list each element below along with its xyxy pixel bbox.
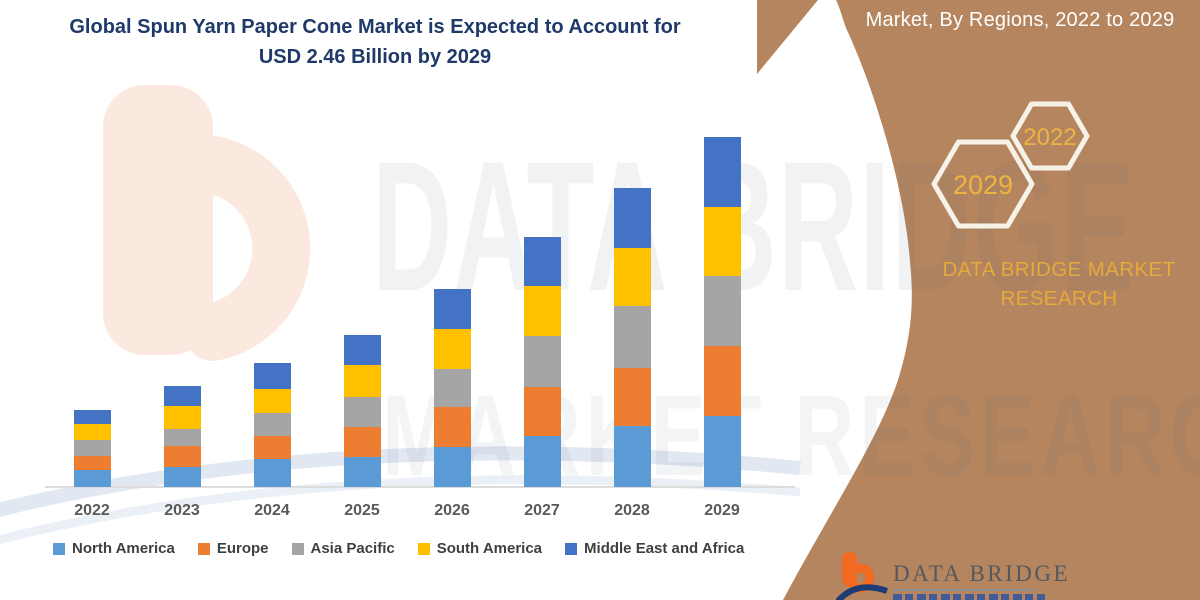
segment-europe-2027 — [523, 387, 561, 436]
chart-title-line1: Global Spun Yarn Paper Cone Market is Ex… — [69, 16, 681, 38]
x-axis-label-2028: 2028 — [614, 502, 650, 519]
bar-2028 — [613, 188, 651, 487]
segment-europe-2029 — [703, 346, 741, 416]
chart-title-line2: USD 2.46 Billion by 2029 — [258, 46, 492, 68]
bar-2022 — [73, 410, 111, 487]
segment-north-america-2024 — [253, 458, 291, 487]
bar-2024 — [253, 363, 291, 487]
segment-south-america-2027 — [523, 286, 561, 337]
chart-legend: North America Europe Asia Pacific South Ame… — [53, 540, 744, 557]
legend-swatch-north-america — [53, 542, 65, 555]
legend-label-europe: Europe — [216, 540, 269, 557]
segment-asia-pacific-2025 — [343, 397, 381, 428]
x-axis-label-2025: 2025 — [344, 502, 380, 519]
segment-asia-pacific-2023 — [163, 428, 201, 446]
segment-north-america-2028 — [613, 425, 651, 487]
chart-title: Global Spun Yarn Paper Cone Market is Ex… — [30, 12, 720, 72]
legend-item-asia-pacific: Asia Pacific — [291, 540, 395, 557]
segment-europe-2023 — [163, 445, 201, 468]
x-axis-label-2023: 2023 — [164, 502, 200, 519]
segment-south-america-2029 — [703, 206, 741, 277]
legend-swatch-europe — [197, 542, 210, 555]
segment-europe-2024 — [253, 435, 291, 459]
segment-asia-pacific-2027 — [523, 336, 561, 388]
legend-item-south-america: South America — [417, 540, 543, 557]
segment-south-america-2026 — [433, 329, 471, 370]
segment-asia-pacific-2028 — [613, 306, 651, 368]
segment-south-america-2025 — [343, 364, 381, 398]
segment-north-america-2026 — [433, 447, 471, 487]
segment-europe-2025 — [343, 427, 381, 458]
x-axis-line — [45, 486, 795, 488]
footer-brand-text: DATA BRIDGE — [893, 561, 1071, 586]
legend-label-middle-east-and-africa: Middle East and Africa — [584, 540, 745, 557]
bar-2026 — [433, 289, 471, 487]
footer-rule — [893, 589, 1033, 591]
legend-label-south-america: South America — [436, 540, 543, 557]
segment-middle-east-and-africa-2025 — [343, 334, 381, 365]
panel-title: Market, By Regions, 2022 to 2029 — [865, 9, 1175, 31]
legend-item-north-america: North America — [53, 540, 175, 557]
segment-north-america-2029 — [703, 415, 741, 487]
legend-label-north-america: North America — [72, 540, 175, 557]
legend-item-europe: Europe — [197, 540, 269, 557]
panel-brand-text: DATA BRIDGE MARKET RESEARCH — [942, 258, 1176, 310]
segment-middle-east-and-africa-2026 — [433, 289, 471, 330]
segment-middle-east-and-africa-2029 — [703, 137, 741, 207]
bar-2029 — [703, 137, 741, 487]
x-axis-label-2026: 2026 — [434, 502, 470, 519]
x-axis-label-2024: 2024 — [254, 502, 290, 519]
bar-2023 — [163, 386, 201, 487]
segment-south-america-2028 — [613, 248, 651, 307]
segment-middle-east-and-africa-2024 — [253, 363, 291, 389]
segment-asia-pacific-2024 — [253, 412, 291, 436]
segment-north-america-2025 — [343, 457, 381, 487]
segment-south-america-2022 — [73, 424, 111, 441]
segment-europe-2026 — [433, 407, 471, 448]
segment-middle-east-and-africa-2027 — [523, 236, 561, 287]
footer-subtext-clipped — [893, 594, 1045, 600]
segment-asia-pacific-2022 — [73, 440, 111, 456]
x-axis-label-2022: 2022 — [74, 502, 110, 519]
legend-swatch-south-america — [417, 542, 430, 555]
bar-2027 — [523, 236, 561, 487]
segment-europe-2028 — [613, 367, 651, 426]
segment-north-america-2023 — [163, 467, 201, 487]
bar-2025 — [343, 334, 381, 487]
segment-middle-east-and-africa-2023 — [163, 386, 201, 406]
segment-asia-pacific-2026 — [433, 369, 471, 408]
x-axis-label-2027: 2027 — [524, 502, 560, 519]
segment-north-america-2027 — [523, 435, 561, 487]
segment-middle-east-and-africa-2022 — [73, 410, 111, 425]
legend-swatch-asia-pacific — [291, 542, 304, 555]
segment-south-america-2024 — [253, 388, 291, 413]
segment-south-america-2023 — [163, 405, 201, 429]
legend-item-middle-east-and-africa: Middle East and Africa — [565, 540, 744, 557]
segment-middle-east-and-africa-2028 — [613, 188, 651, 249]
segment-asia-pacific-2029 — [703, 276, 741, 347]
x-axis-label-2029: 2029 — [704, 502, 740, 519]
segment-europe-2022 — [73, 455, 111, 470]
segment-north-america-2022 — [73, 469, 111, 487]
legend-label-asia-pacific: Asia Pacific — [310, 540, 395, 557]
legend-swatch-middle-east-and-africa — [565, 542, 578, 555]
